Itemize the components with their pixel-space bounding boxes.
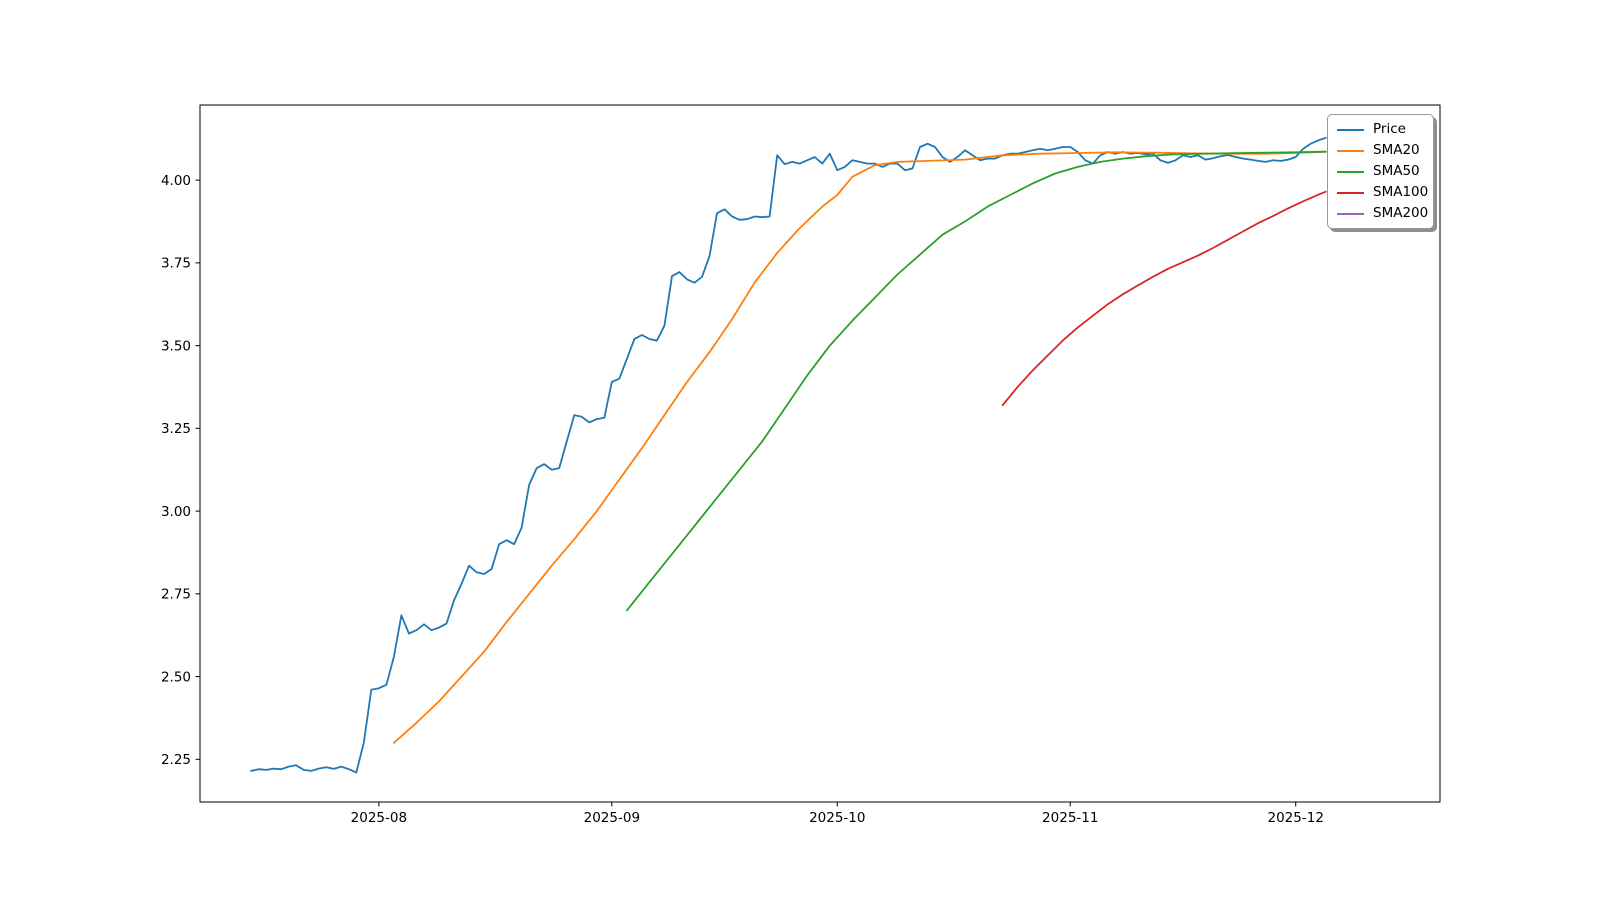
- y-tick-label: 3.00: [161, 504, 191, 520]
- price-line-swatch: [1337, 128, 1364, 131]
- legend-label-price: Price: [1373, 121, 1406, 137]
- legend-item-sma50: SMA50: [1337, 164, 1425, 179]
- series-line-sma100: [1001, 190, 1327, 407]
- legend-label-sma20: SMA20: [1373, 142, 1420, 158]
- series-line-sma20: [392, 150, 1327, 744]
- sma50-line-swatch: [1337, 170, 1364, 173]
- sma200-line-swatch: [1337, 212, 1364, 215]
- x-tick-label: 2025-12: [1268, 810, 1324, 826]
- x-tick-label: 2025-09: [584, 810, 640, 826]
- legend-item-sma200: SMA200: [1337, 205, 1429, 221]
- legend-item-sma20: SMA20: [1337, 143, 1425, 158]
- y-tick-label: 3.50: [161, 338, 191, 354]
- series-line-price: [250, 136, 1327, 774]
- y-tick-label: 3.75: [161, 256, 191, 272]
- y-tick-label: 2.25: [161, 752, 191, 768]
- y-tick-label: 2.75: [161, 587, 191, 603]
- legend-item-sma100: SMA100: [1337, 184, 1429, 200]
- x-tick-label: 2025-11: [1042, 810, 1098, 826]
- legend-label-sma50: SMA50: [1373, 163, 1420, 179]
- x-tick-label: 2025-08: [351, 810, 407, 826]
- y-tick-label: 2.50: [161, 669, 191, 685]
- sma20-line-swatch: [1337, 149, 1364, 152]
- legend-item-price: Price: [1337, 122, 1425, 137]
- legend-label-sma200: SMA200: [1373, 205, 1429, 221]
- legend-box: Price SMA20 SMA50 SMA100 SMA200: [1327, 114, 1434, 229]
- x-tick-label: 2025-10: [809, 810, 865, 826]
- y-tick-label: 4.00: [161, 173, 191, 189]
- legend-label-sma100: SMA100: [1373, 184, 1429, 200]
- sma100-line-swatch: [1337, 191, 1364, 194]
- plot-border: [199, 104, 1441, 803]
- y-tick-label: 3.25: [161, 421, 191, 437]
- series-line-sma50: [626, 150, 1327, 612]
